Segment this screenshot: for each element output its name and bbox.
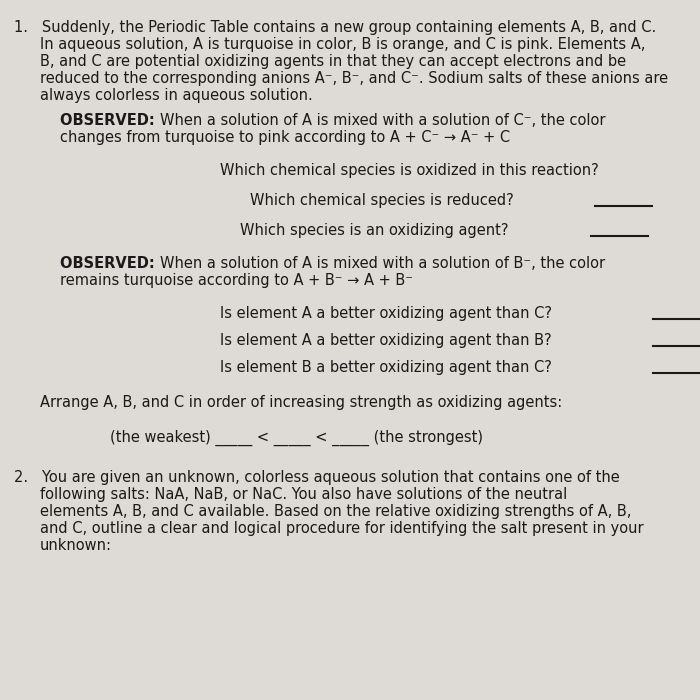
Text: Is element A a better oxidizing agent than B?: Is element A a better oxidizing agent th… — [220, 333, 552, 348]
Text: (the weakest) _____ < _____ < _____ (the strongest): (the weakest) _____ < _____ < _____ (the… — [110, 430, 483, 446]
Text: When a solution of A is mixed with a solution of C⁻, the color: When a solution of A is mixed with a sol… — [160, 113, 606, 128]
Text: unknown:: unknown: — [40, 538, 112, 553]
Text: Which species is an oxidizing agent?: Which species is an oxidizing agent? — [240, 223, 508, 238]
Text: Is element A a better oxidizing agent than C?: Is element A a better oxidizing agent th… — [220, 306, 552, 321]
Text: OBSERVED:: OBSERVED: — [60, 113, 160, 128]
Text: changes from turquoise to pink according to A + C⁻ → A⁻ + C: changes from turquoise to pink according… — [60, 130, 510, 145]
Text: Which chemical species is reduced?: Which chemical species is reduced? — [250, 193, 514, 208]
Text: Arrange A, B, and C in order of increasing strength as oxidizing agents:: Arrange A, B, and C in order of increasi… — [40, 395, 562, 410]
Text: 1.   Suddenly, the Periodic Table contains a new group containing elements A, B,: 1. Suddenly, the Periodic Table contains… — [14, 20, 657, 35]
Text: OBSERVED:: OBSERVED: — [60, 256, 160, 271]
Text: reduced to the corresponding anions A⁻, B⁻, and C⁻. Sodium salts of these anions: reduced to the corresponding anions A⁻, … — [40, 71, 668, 86]
Text: following salts: NaA, NaB, or NaC. You also have solutions of the neutral: following salts: NaA, NaB, or NaC. You a… — [40, 487, 567, 502]
Text: Which chemical species is oxidized in this reaction?: Which chemical species is oxidized in th… — [220, 163, 598, 178]
Text: Is element B a better oxidizing agent than C?: Is element B a better oxidizing agent th… — [220, 360, 552, 375]
Text: remains turquoise according to A + B⁻ → A + B⁻: remains turquoise according to A + B⁻ → … — [60, 273, 413, 288]
Text: When a solution of A is mixed with a solution of B⁻, the color: When a solution of A is mixed with a sol… — [160, 256, 605, 271]
Text: 2.   You are given an unknown, colorless aqueous solution that contains one of t: 2. You are given an unknown, colorless a… — [14, 470, 620, 485]
Text: and C, outline a clear and logical procedure for identifying the salt present in: and C, outline a clear and logical proce… — [40, 521, 643, 536]
Text: B, and C are potential oxidizing agents in that they can accept electrons and be: B, and C are potential oxidizing agents … — [40, 54, 626, 69]
Text: always colorless in aqueous solution.: always colorless in aqueous solution. — [40, 88, 313, 103]
Text: In aqueous solution, A is turquoise in color, B is orange, and C is pink. Elemen: In aqueous solution, A is turquoise in c… — [40, 37, 645, 52]
Text: elements A, B, and C available. Based on the relative oxidizing strengths of A, : elements A, B, and C available. Based on… — [40, 504, 631, 519]
